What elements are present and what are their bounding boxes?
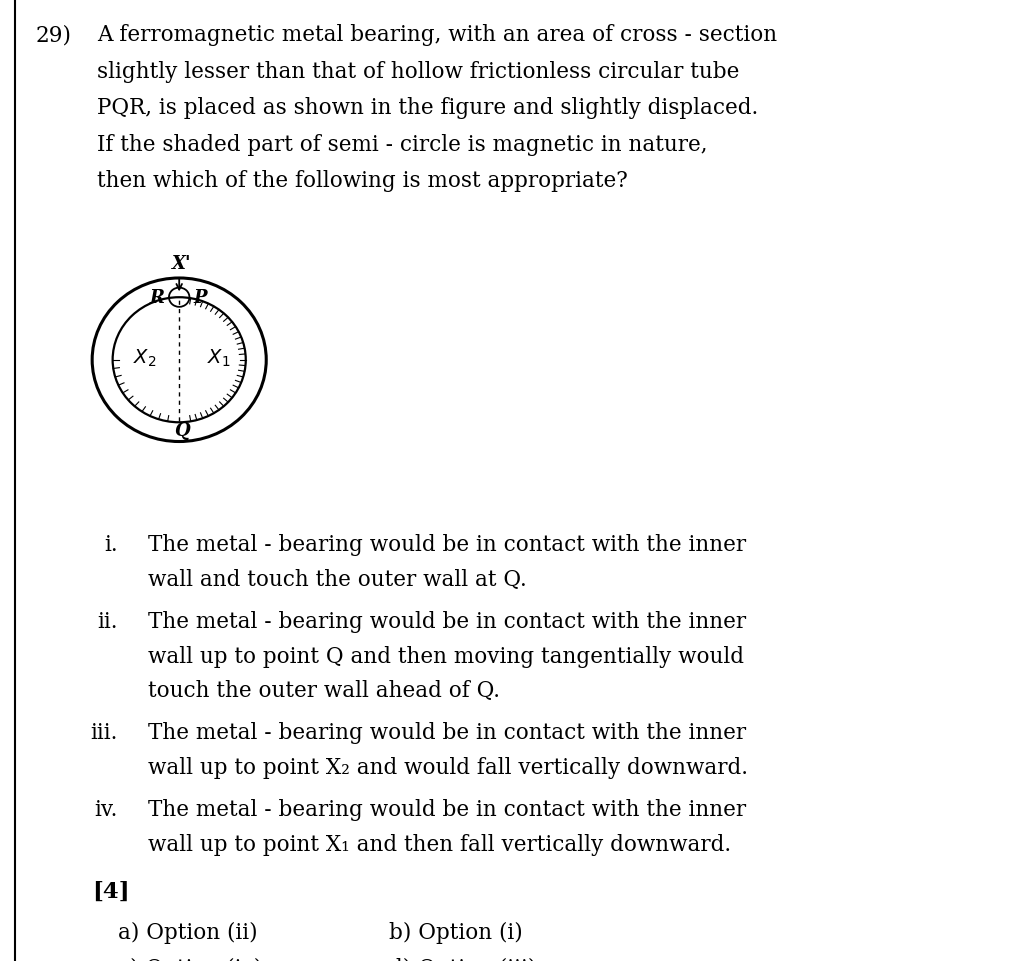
Text: A ferromagnetic metal bearing, with an area of cross - section: A ferromagnetic metal bearing, with an a…: [97, 24, 777, 46]
Text: i.: i.: [104, 533, 118, 555]
Text: b) Option (i): b) Option (i): [389, 921, 523, 943]
Text: If the shaded part of semi - circle is magnetic in nature,: If the shaded part of semi - circle is m…: [97, 134, 708, 156]
Text: then which of the following is most appropriate?: then which of the following is most appr…: [97, 170, 628, 192]
Text: iv.: iv.: [94, 799, 118, 821]
Text: d) Option (iii): d) Option (iii): [389, 957, 537, 961]
Text: The metal - bearing would be in contact with the inner: The metal - bearing would be in contact …: [148, 610, 746, 632]
Text: touch the outer wall ahead of Q.: touch the outer wall ahead of Q.: [148, 679, 501, 702]
Text: The metal - bearing would be in contact with the inner: The metal - bearing would be in contact …: [148, 799, 746, 821]
Text: $X_1$: $X_1$: [207, 348, 231, 369]
Text: wall up to point X₂ and would fall vertically downward.: wall up to point X₂ and would fall verti…: [148, 756, 749, 778]
Text: R: R: [150, 289, 165, 307]
Text: wall up to point Q and then moving tangentially would: wall up to point Q and then moving tange…: [148, 645, 744, 667]
Text: $X_2$: $X_2$: [133, 348, 157, 369]
Text: c) Option (iv): c) Option (iv): [118, 957, 262, 961]
Text: wall and touch the outer wall at Q.: wall and touch the outer wall at Q.: [148, 568, 527, 590]
Text: X': X': [171, 255, 191, 273]
Text: ii.: ii.: [97, 610, 118, 632]
Text: a) Option (ii): a) Option (ii): [118, 921, 257, 943]
Text: The metal - bearing would be in contact with the inner: The metal - bearing would be in contact …: [148, 722, 746, 744]
Text: [4]: [4]: [92, 880, 130, 902]
Text: wall up to point X₁ and then fall vertically downward.: wall up to point X₁ and then fall vertic…: [148, 833, 731, 855]
Text: P: P: [194, 289, 207, 307]
Text: slightly lesser than that of hollow frictionless circular tube: slightly lesser than that of hollow fric…: [97, 61, 739, 83]
Text: PQR, is placed as shown in the figure and slightly displaced.: PQR, is placed as shown in the figure an…: [97, 97, 759, 119]
Text: Q: Q: [174, 422, 190, 440]
Text: iii.: iii.: [90, 722, 118, 744]
Text: 29): 29): [36, 24, 72, 46]
Text: The metal - bearing would be in contact with the inner: The metal - bearing would be in contact …: [148, 533, 746, 555]
